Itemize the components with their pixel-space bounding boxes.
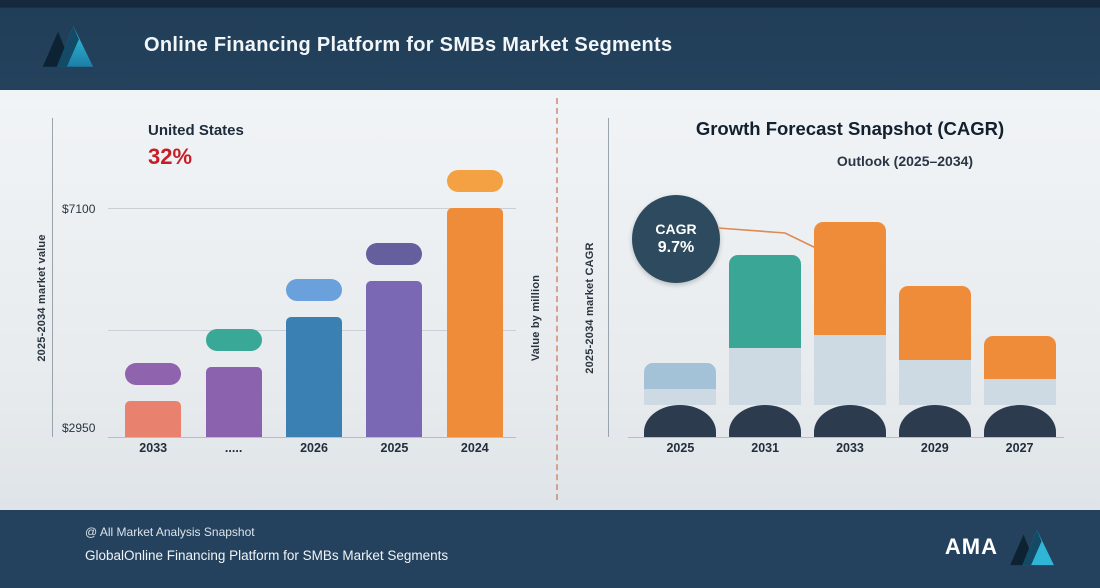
bar-cap xyxy=(366,243,423,265)
bar xyxy=(286,317,343,437)
bar-group xyxy=(638,207,723,437)
footer-title: GlobalOnline Financing Platform for SMBs… xyxy=(85,548,449,563)
bar-cap xyxy=(125,363,182,385)
left-x-axis-line xyxy=(108,437,516,438)
cagr-badge-value: 9.7% xyxy=(657,239,695,256)
bar-cap xyxy=(286,279,343,301)
right-x-axis-line xyxy=(628,437,1064,438)
bar xyxy=(125,401,182,437)
bar-mid-segment xyxy=(983,379,1056,405)
bar-mid-segment xyxy=(729,348,802,405)
ama-logo-icon xyxy=(40,23,98,69)
x-tick-label: 2029 xyxy=(920,441,949,455)
left-ytick-2950: $2950 xyxy=(62,421,96,435)
left-y-axis-label: 2025-2034 market value xyxy=(36,234,48,362)
main-content: 2025-2034 market value $7100 $2950 Unite… xyxy=(0,90,1100,510)
x-tick-label: 2025 xyxy=(666,441,695,455)
bar-base-segment xyxy=(983,405,1056,437)
x-tick-label: ..... xyxy=(224,441,243,455)
bar-base-segment xyxy=(644,405,717,437)
right-chart-title: Growth Forecast Snapshot (CAGR) xyxy=(695,118,1005,139)
x-tick-label: 2027 xyxy=(1005,441,1034,455)
x-tick-label: 2033 xyxy=(139,441,168,455)
bar-mid-segment xyxy=(813,335,886,405)
bar-group xyxy=(354,147,434,437)
bar-base-segment xyxy=(898,405,971,437)
cagr-badge: CAGR 9.7% xyxy=(632,195,720,283)
bar-group xyxy=(977,207,1062,437)
bar xyxy=(898,286,971,437)
bar-cap xyxy=(446,170,503,192)
footer-brand: AMA xyxy=(945,527,1058,567)
x-tick-label: 2033 xyxy=(836,441,864,455)
cagr-badge-label: CAGR xyxy=(655,221,697,237)
panel-separator xyxy=(556,98,558,500)
bar-group xyxy=(808,207,893,437)
right-chart-subtitle: Outlook (2025–2034) xyxy=(836,153,974,169)
bar xyxy=(813,222,886,437)
x-tick-label: 2031 xyxy=(751,441,780,455)
footer-caption: @ All Market Analysis Snapshot xyxy=(85,525,255,539)
bar-base-segment xyxy=(729,405,802,437)
right-y-axis-line xyxy=(608,118,609,437)
left-y-axis-line xyxy=(52,118,53,437)
bar xyxy=(983,336,1056,437)
bar-top-segment xyxy=(813,222,886,335)
badge-connector-line xyxy=(717,227,821,251)
bar xyxy=(729,255,802,437)
left-right-axis-label: Value by million xyxy=(530,274,542,362)
right-chart-plot xyxy=(638,207,1062,437)
left-chart-plot xyxy=(113,147,515,437)
bar-group xyxy=(892,207,977,437)
left-ytick-7100: $7100 xyxy=(62,202,96,216)
header: Online Financing Platform for SMBs Marke… xyxy=(0,0,1100,90)
bar-top-segment xyxy=(898,286,971,360)
right-y-axis-label: 2025-2034 market CAGR xyxy=(584,242,596,374)
bar xyxy=(644,363,717,437)
page-title: Online Financing Platform for SMBs Marke… xyxy=(144,33,673,56)
bar xyxy=(366,281,423,437)
x-tick-label: 2024 xyxy=(460,441,489,455)
bar-top-segment xyxy=(644,363,717,389)
bar-base-segment xyxy=(813,405,886,437)
bar-top-segment xyxy=(983,336,1056,379)
footer-brand-text: AMA xyxy=(944,534,998,559)
bar xyxy=(205,367,262,437)
bar-top-segment xyxy=(729,255,802,348)
footer: @ All Market Analysis Snapshot GlobalOnl… xyxy=(0,510,1100,588)
bar-cap xyxy=(205,329,262,351)
bar-mid-segment xyxy=(644,389,717,405)
bar-group xyxy=(274,147,354,437)
x-tick-label: 2026 xyxy=(300,441,328,455)
bar-group xyxy=(193,147,273,437)
gridline xyxy=(108,208,516,209)
bar-mid-segment xyxy=(898,360,971,405)
left-chart-percentage: 32% xyxy=(148,144,193,169)
bar xyxy=(446,208,503,437)
right-x-axis-labels: 2025 2031 2033 2029 2027 xyxy=(638,441,1062,455)
left-chart-title: United States xyxy=(148,122,244,139)
ama-logo-icon xyxy=(1008,527,1058,567)
bar-group xyxy=(723,207,808,437)
left-x-axis-labels: 2033..... 2026 2025 2024 xyxy=(113,441,515,455)
bar-group xyxy=(113,147,193,437)
x-tick-label: 2025 xyxy=(380,441,409,455)
bar-group xyxy=(435,147,515,437)
